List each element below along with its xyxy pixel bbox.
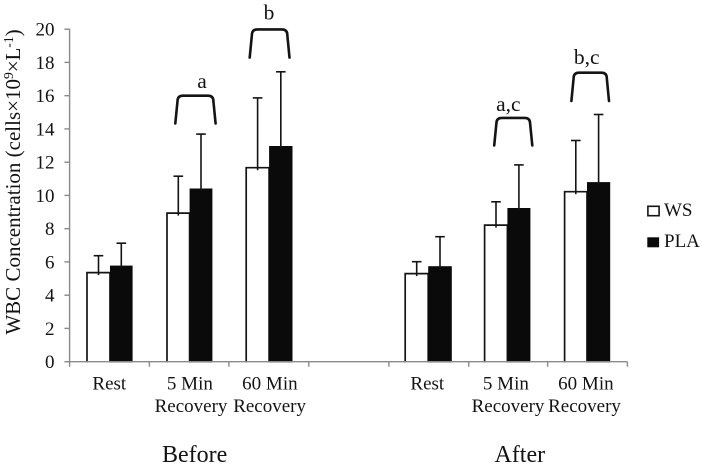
svg-text:a,c: a,c	[496, 92, 520, 116]
svg-text:12: 12	[36, 153, 55, 174]
svg-text:Recovery: Recovery	[548, 396, 621, 417]
svg-text:Rest: Rest	[92, 373, 127, 394]
svg-text:2: 2	[45, 319, 55, 340]
svg-text:Before: Before	[162, 442, 227, 468]
svg-text:WS: WS	[664, 200, 693, 221]
svg-text:16: 16	[36, 86, 55, 107]
svg-text:0: 0	[45, 352, 55, 373]
svg-text:10: 10	[36, 186, 55, 207]
svg-text:8: 8	[45, 219, 55, 240]
svg-text:Recovery: Recovery	[472, 396, 545, 417]
svg-text:14: 14	[36, 119, 56, 140]
svg-text:WBC Concentration (cells×109×L: WBC Concentration (cells×109×L-1)	[1, 29, 25, 334]
svg-text:5 Min: 5 Min	[167, 373, 213, 394]
svg-text:b: b	[264, 1, 275, 25]
svg-text:20: 20	[36, 20, 55, 41]
svg-text:b,c: b,c	[574, 45, 600, 69]
svg-text:5 Min: 5 Min	[483, 373, 529, 394]
svg-text:4: 4	[45, 286, 55, 307]
svg-text:Recovery: Recovery	[155, 396, 228, 417]
svg-text:18: 18	[36, 53, 55, 74]
svg-text:6: 6	[45, 252, 55, 273]
svg-text:After: After	[494, 442, 545, 468]
svg-text:60 Min: 60 Min	[558, 373, 614, 394]
svg-text:Rest: Rest	[410, 373, 445, 394]
svg-text:60 Min: 60 Min	[242, 373, 298, 394]
svg-text:Recovery: Recovery	[233, 396, 306, 417]
svg-text:a: a	[197, 69, 207, 93]
svg-text:PLA: PLA	[664, 231, 700, 252]
